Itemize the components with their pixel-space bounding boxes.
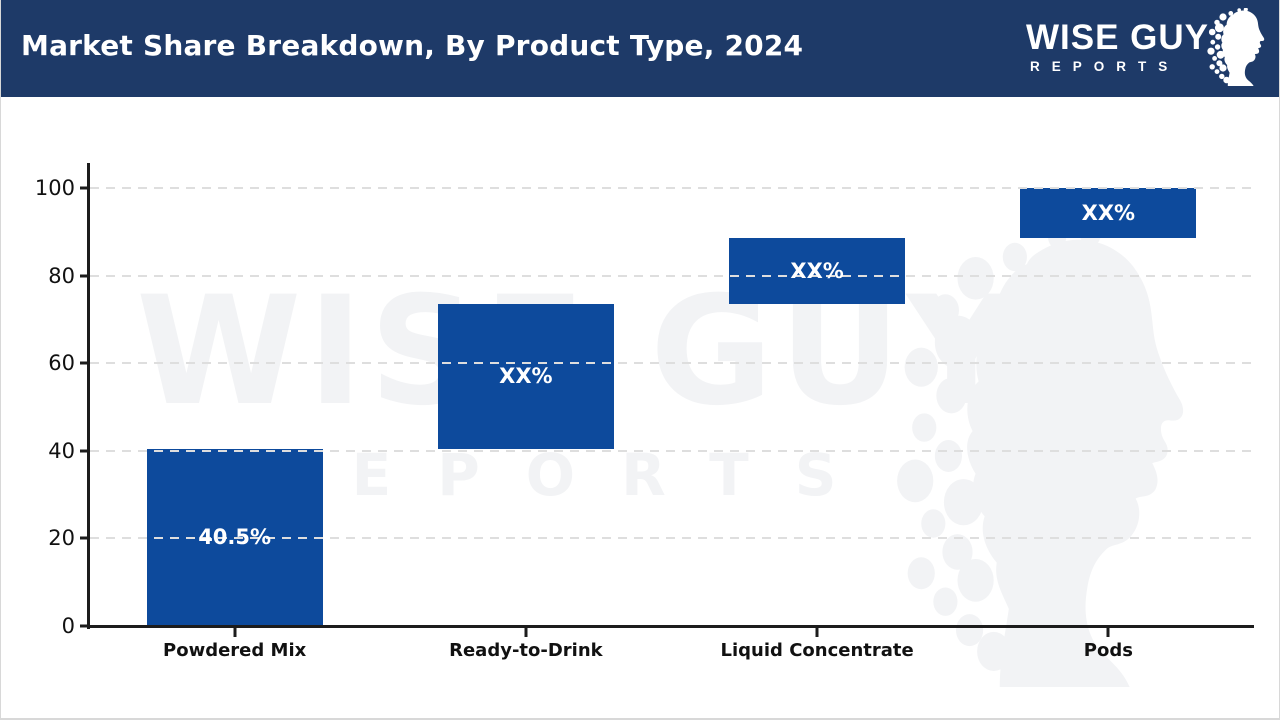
wiseguy-head-icon: [1205, 8, 1265, 86]
y-tick-60: [80, 361, 88, 365]
y-tick-label-0: 0: [61, 614, 75, 638]
gridline-100: [90, 187, 1254, 189]
chart-area: WISE GUY REPORTS 40.5% XX% XX% XX% 0 20 40 60 80…: [1, 97, 1279, 718]
x-axis-line: [87, 625, 1254, 628]
bar-ready-to-drink: [437, 304, 614, 449]
logo-subtitle: REPORTS: [1029, 59, 1180, 74]
y-tick-label-100: 100: [34, 176, 75, 200]
plot: 40.5% XX% XX% XX% 0 20 40 60 80 100 Powdered Mix Re…: [1, 97, 1279, 718]
y-tick-label-80: 80: [48, 263, 75, 288]
x-category-label-pods: Pods: [1083, 640, 1133, 661]
logo-text: WISE GUY REPORTS: [1026, 20, 1209, 74]
x-tick-liquid-concentrate: [815, 628, 819, 637]
x-tick-pods: [1106, 628, 1110, 637]
x-category-label-powdered-mix: Powdered Mix: [163, 640, 307, 661]
y-tick-label-40: 40: [48, 438, 75, 463]
x-tick-powdered-mix: [233, 628, 237, 637]
y-tick-0: [80, 624, 88, 628]
y-tick-label-20: 20: [48, 526, 75, 551]
y-tick-100: [80, 186, 88, 190]
gridline-20: [90, 537, 1254, 540]
bar-value-label-powdered-mix: 40.5%: [198, 525, 272, 550]
chart-title: Market Share Breakdown, By Product Type,…: [21, 29, 804, 62]
bar-powdered-mix: [146, 448, 323, 626]
logo-wordmark: WISE GUY: [1025, 18, 1209, 57]
bar-value-label-pods: XX%: [1081, 201, 1136, 226]
wiseguy-logo: WISE GUY REPORTS: [1026, 8, 1265, 86]
gridline-40: [90, 449, 1254, 452]
gridline-80: [90, 274, 1254, 277]
bar-value-label-ready-to-drink: XX%: [499, 364, 553, 389]
x-tick-ready-to-drink: [524, 628, 528, 637]
bar-value-label-liquid-concentrate: XX%: [790, 259, 844, 284]
x-category-label-ready-to-drink: Ready-to-Drink: [449, 640, 603, 661]
x-category-label-liquid-concentrate: Liquid Concentrate: [720, 640, 914, 661]
bar-liquid-concentrate: [729, 238, 906, 305]
y-tick-40: [80, 449, 88, 453]
header: Market Share Breakdown, By Product Type,…: [1, 0, 1279, 97]
gridline-60: [90, 362, 1254, 365]
y-tick-20: [80, 536, 88, 540]
y-tick-label-60: 60: [48, 351, 75, 376]
y-tick-80: [80, 274, 88, 278]
y-axis-line: [87, 163, 90, 629]
